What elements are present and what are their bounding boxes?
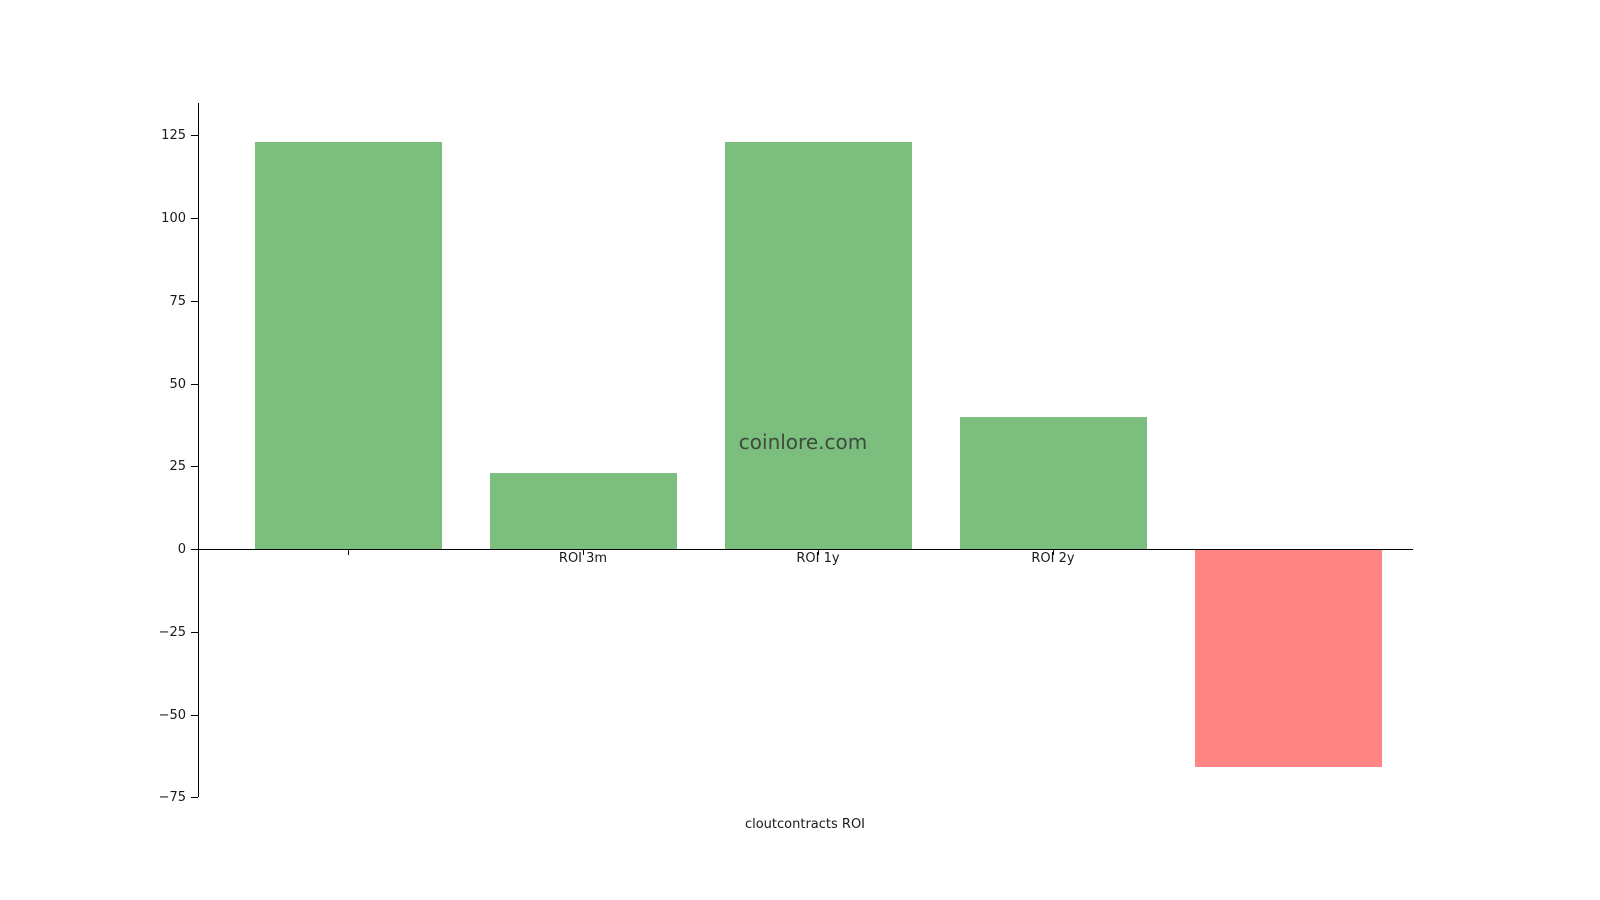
x-tick <box>1053 550 1054 555</box>
watermark: coinlore.com <box>738 430 868 454</box>
y-tick-label: 25 <box>169 459 186 474</box>
y-tick-label: 0 <box>177 542 186 557</box>
y-tick-label: 100 <box>161 211 186 226</box>
x-axis-title: cloutcontracts ROI <box>744 817 866 832</box>
y-tick <box>191 632 198 633</box>
y-tick <box>191 218 198 219</box>
x-tick-label: ROI 2y <box>1031 551 1075 566</box>
bar-category-5 <box>1194 549 1382 768</box>
y-tick-label: 125 <box>161 128 186 143</box>
y-tick-label: 75 <box>169 294 186 309</box>
y-tick-label: −50 <box>158 708 186 723</box>
x-tick <box>583 550 584 555</box>
x-tick-label: ROI 3m <box>558 551 608 566</box>
y-tick <box>191 466 198 467</box>
y-tick <box>191 135 198 136</box>
y-tick <box>191 301 198 302</box>
y-tick <box>191 384 198 385</box>
y-tick <box>191 797 198 798</box>
bar-roi-1y <box>724 141 912 549</box>
y-tick <box>191 715 198 716</box>
bar-roi-3m <box>489 472 677 549</box>
x-tick <box>818 550 819 555</box>
y-tick-label: 50 <box>169 377 186 392</box>
bar-category-1 <box>254 141 442 549</box>
y-tick-label: −25 <box>158 625 186 640</box>
zero-axis-line <box>198 549 1413 550</box>
bar-roi-2y <box>959 416 1147 549</box>
x-tick-label: ROI 1y <box>796 551 840 566</box>
y-tick-label: −75 <box>158 790 186 805</box>
x-tick <box>348 550 349 555</box>
y-axis-spine <box>198 103 199 798</box>
y-tick <box>191 549 198 550</box>
